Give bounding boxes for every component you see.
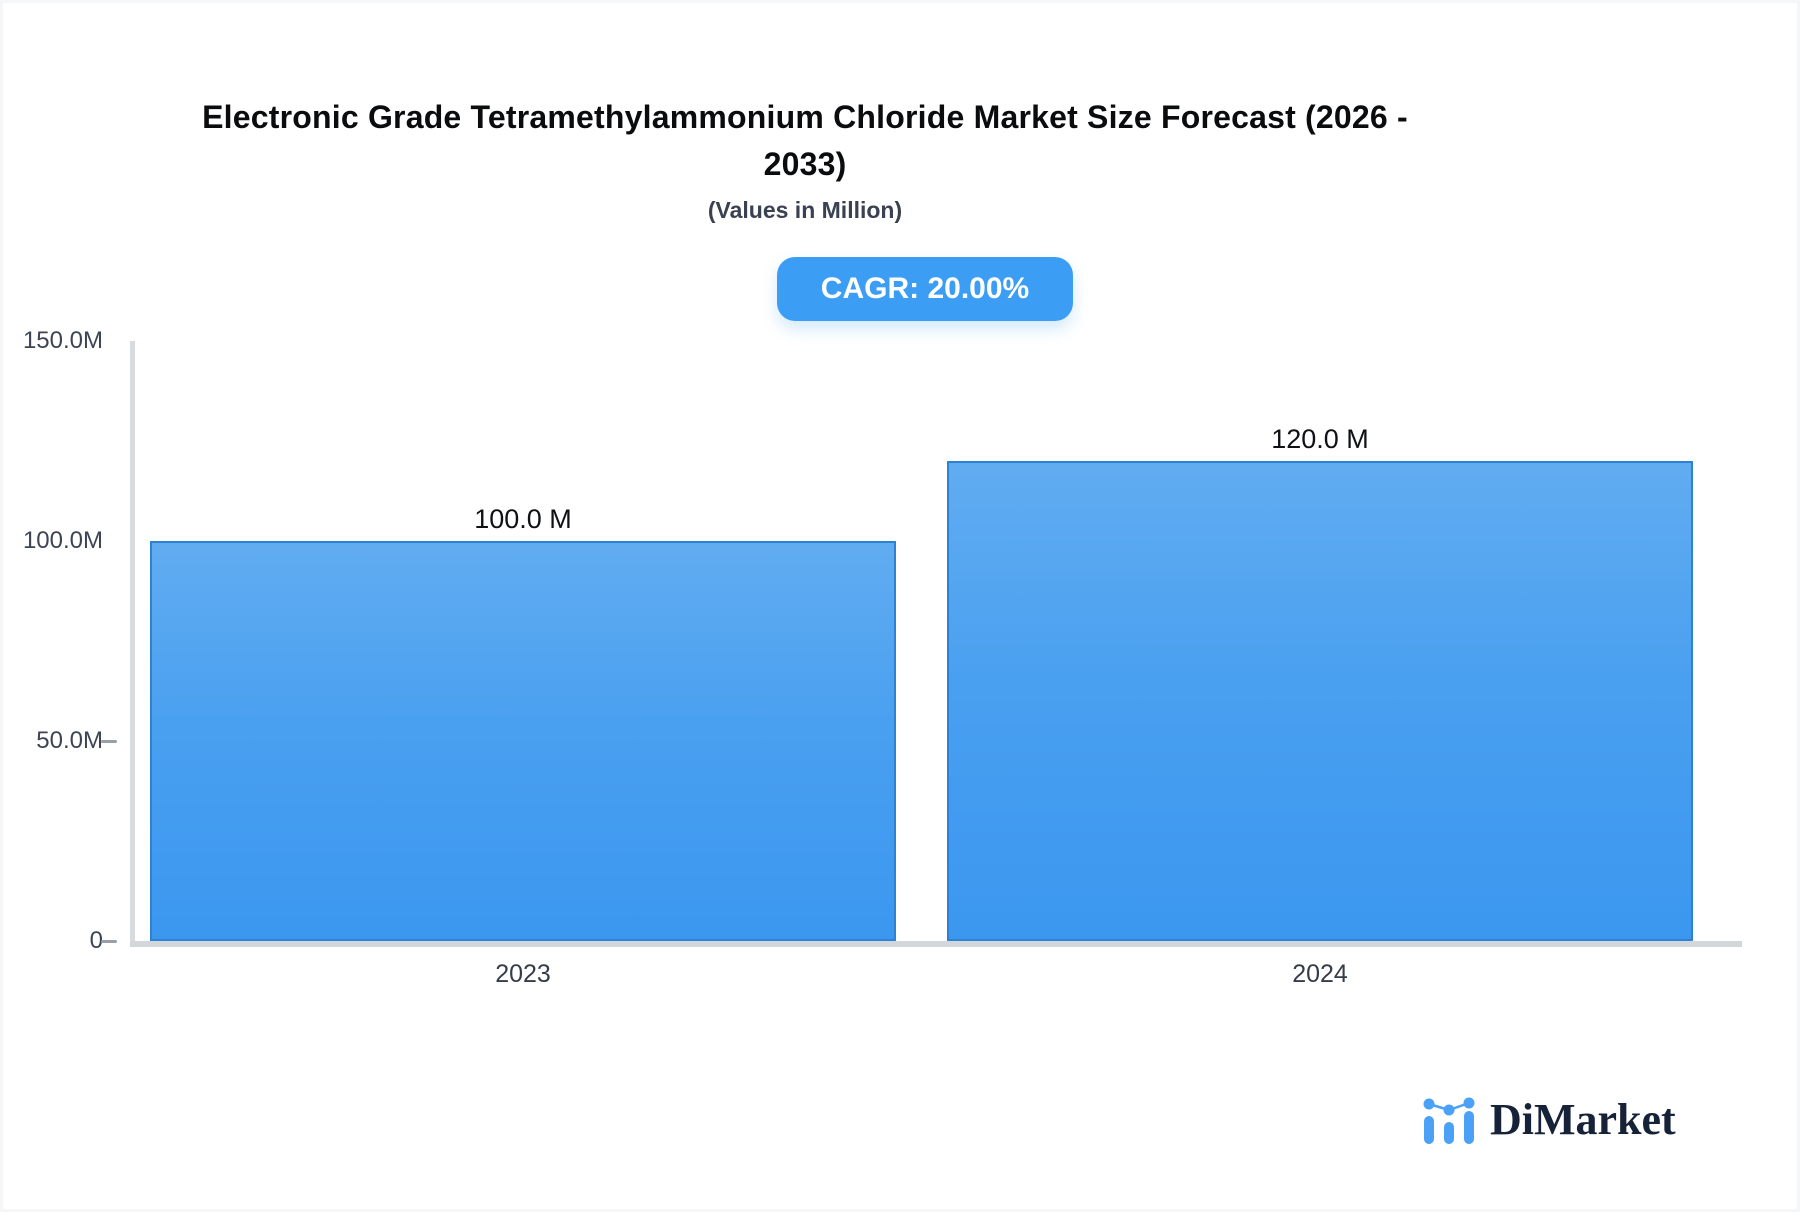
chart-title-line-2: 2033) bbox=[763, 146, 847, 182]
bar-value-label-2024: 120.0 M bbox=[1271, 424, 1369, 454]
x-axis-label-2023: 2023 bbox=[495, 960, 551, 988]
y-axis-line bbox=[130, 341, 135, 947]
x-axis-line bbox=[130, 941, 1742, 947]
logo-text: DiMarket bbox=[1490, 1095, 1676, 1144]
chart-title: Electronic Grade Tetramethylammonium Chl… bbox=[0, 94, 1610, 188]
x-axis-label-2024: 2024 bbox=[1292, 960, 1348, 988]
chart-title-line-1: Electronic Grade Tetramethylammonium Chl… bbox=[202, 99, 1408, 135]
bar-line-chart-icon bbox=[1423, 1097, 1475, 1144]
bar-value-label-2023: 100.0 M bbox=[474, 504, 572, 534]
bar-2024[interactable] bbox=[947, 461, 1693, 941]
cagr-badge: CAGR: 20.00% bbox=[777, 257, 1073, 321]
y-axis-label: 50.0M bbox=[36, 727, 103, 754]
y-axis-label: 150.0M bbox=[22, 327, 103, 354]
chart-subtitle: (Values in Million) bbox=[707, 197, 903, 223]
y-axis-tick bbox=[101, 940, 117, 943]
y-axis-tick bbox=[101, 740, 117, 743]
y-axis-label: 100.0M bbox=[22, 527, 103, 554]
dimarket-logo: DiMarket bbox=[1422, 1096, 1676, 1144]
y-axis-label: 0 bbox=[89, 927, 103, 954]
bar-2023[interactable] bbox=[150, 541, 896, 941]
